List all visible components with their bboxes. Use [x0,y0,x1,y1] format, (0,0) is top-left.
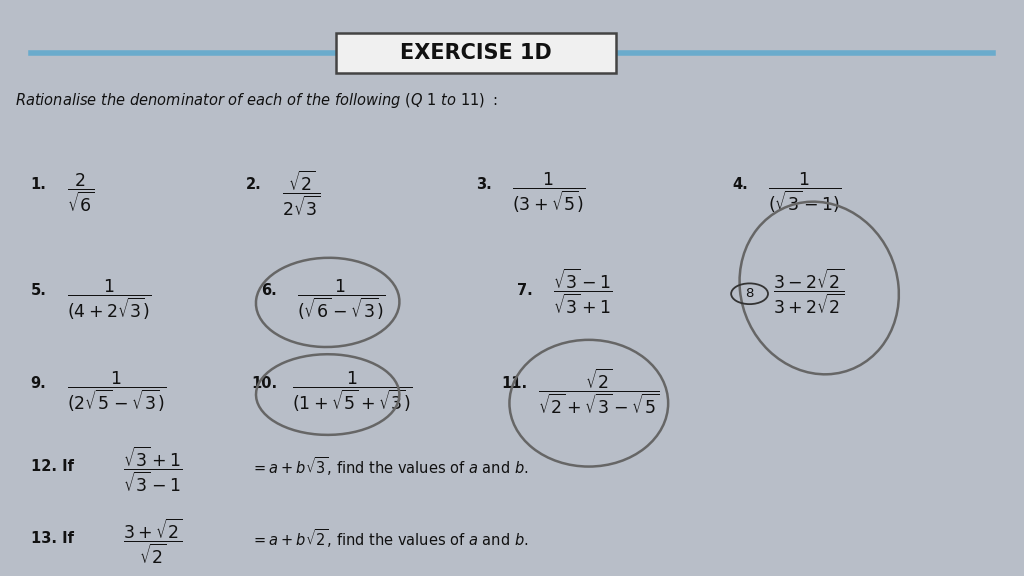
Text: $= a + b\sqrt{2}$, find the values of $\mathit{a}$ and $\mathit{b}$.: $= a + b\sqrt{2}$, find the values of $\… [251,527,528,550]
Text: 6.: 6. [261,283,276,298]
Text: 10.: 10. [251,376,278,391]
Text: $\dfrac{3-2\sqrt{2}}{3+2\sqrt{2}}$: $\dfrac{3-2\sqrt{2}}{3+2\sqrt{2}}$ [773,266,844,316]
Text: $= a + b\sqrt{3}$, find the values of $\mathit{a}$ and $\mathit{b}$.: $= a + b\sqrt{3}$, find the values of $\… [251,455,528,478]
Text: 9.: 9. [31,376,46,391]
Text: $\dfrac{1}{(\sqrt{3}-1)}$: $\dfrac{1}{(\sqrt{3}-1)}$ [768,170,842,215]
Text: 8: 8 [745,287,754,300]
Text: $\dfrac{1}{(1+\sqrt{5}+\sqrt{3})}$: $\dfrac{1}{(1+\sqrt{5}+\sqrt{3})}$ [292,369,413,414]
Text: $\dfrac{1}{(\sqrt{6}-\sqrt{3})}$: $\dfrac{1}{(\sqrt{6}-\sqrt{3})}$ [297,277,385,322]
Text: 12. If: 12. If [31,459,74,474]
Text: EXERCISE 1D: EXERCISE 1D [400,43,552,63]
Text: $\dfrac{\sqrt{2}}{2\sqrt{3}}$: $\dfrac{\sqrt{2}}{2\sqrt{3}}$ [282,168,321,218]
Text: $\dfrac{1}{(2\sqrt{5}-\sqrt{3})}$: $\dfrac{1}{(2\sqrt{5}-\sqrt{3})}$ [67,369,166,414]
Text: $\mathit{Rationalise\ the\ denominator\ of\ each\ of\ the\ following\ (Q\ 1\ to\: $\mathit{Rationalise\ the\ denominator\ … [15,92,498,110]
Text: 13. If: 13. If [31,531,74,546]
Text: $\dfrac{3+\sqrt{2}}{\sqrt{2}}$: $\dfrac{3+\sqrt{2}}{\sqrt{2}}$ [123,517,183,566]
Text: 5.: 5. [31,283,47,298]
Text: 7.: 7. [517,283,532,298]
Text: 2.: 2. [246,177,261,192]
Text: 1.: 1. [31,177,47,192]
Text: $\dfrac{1}{(4+2\sqrt{3})}$: $\dfrac{1}{(4+2\sqrt{3})}$ [67,277,152,322]
FancyBboxPatch shape [336,33,616,73]
Text: $\dfrac{\sqrt{3}+1}{\sqrt{3}-1}$: $\dfrac{\sqrt{3}+1}{\sqrt{3}-1}$ [123,445,183,494]
Text: $\dfrac{\sqrt{3}-1}{\sqrt{3}+1}$: $\dfrac{\sqrt{3}-1}{\sqrt{3}+1}$ [553,266,613,316]
Text: $\dfrac{2}{\sqrt{6}}$: $\dfrac{2}{\sqrt{6}}$ [67,172,94,214]
Text: 3.: 3. [476,177,492,192]
Text: $\dfrac{1}{(3+\sqrt{5})}$: $\dfrac{1}{(3+\sqrt{5})}$ [512,170,586,215]
Text: $\dfrac{\sqrt{2}}{\sqrt{2}+\sqrt{3}-\sqrt{5}}$: $\dfrac{\sqrt{2}}{\sqrt{2}+\sqrt{3}-\sqr… [538,367,659,416]
Text: 4.: 4. [732,177,748,192]
Text: 11.: 11. [502,376,528,391]
